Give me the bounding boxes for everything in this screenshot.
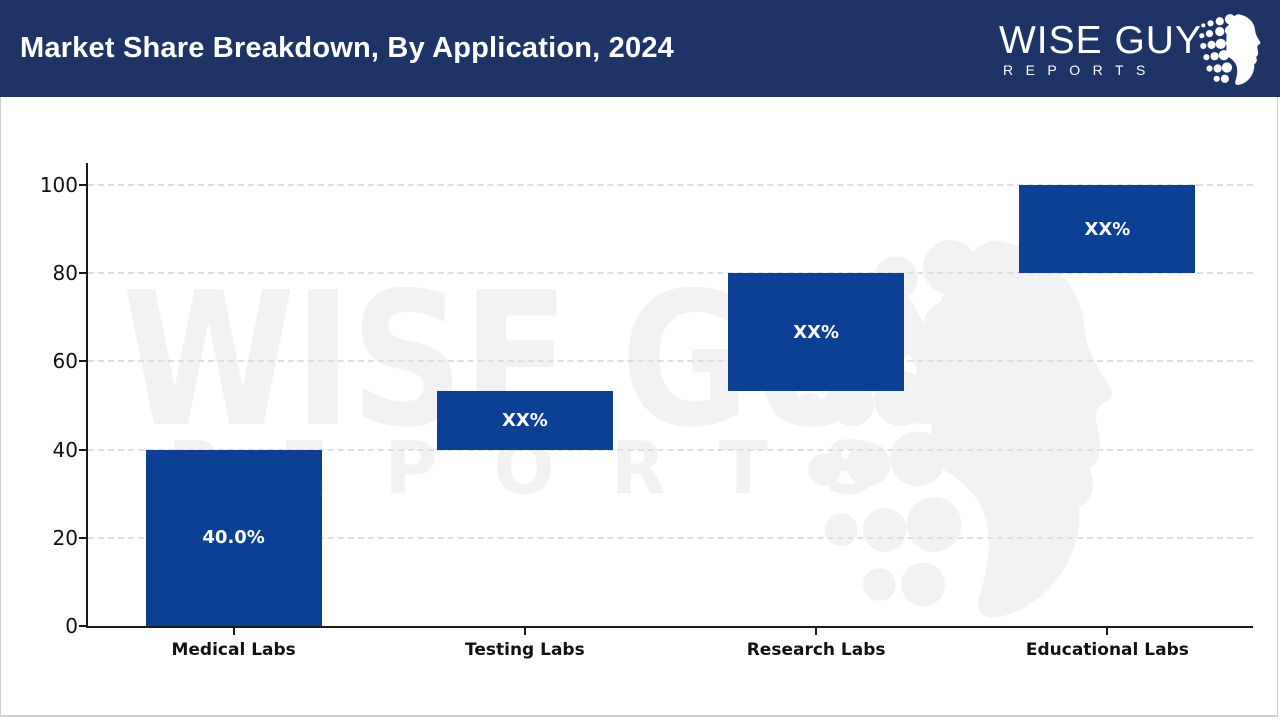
logo-subtext: REPORTS <box>1002 61 1158 78</box>
logo-wordmark: WISE GUY <box>998 18 1202 62</box>
y-axis-tick-mark <box>79 184 87 186</box>
y-axis-tick-label: 60 <box>52 349 78 374</box>
bar-testing-labs: XX% <box>436 390 613 450</box>
bar-value-label: XX% <box>1084 218 1131 240</box>
bar-educational-labs: XX% <box>1019 185 1196 274</box>
x-axis-category-label: Educational Labs <box>1025 640 1189 660</box>
y-axis-tick-label: 0 <box>65 614 78 638</box>
x-axis-tick-mark <box>1106 628 1109 635</box>
bar-value-label: XX% <box>793 321 840 343</box>
brand-logo-text: WISE GUY REPORTS <box>999 21 1202 77</box>
bar-medical-labs: 40.0% <box>145 449 322 626</box>
y-axis-tick-mark <box>79 448 87 451</box>
header-bar: Market Share Breakdown, By Application, … <box>0 0 1280 97</box>
x-axis-category-label: Testing Labs <box>465 640 585 660</box>
x-axis-category-label: Research Labs <box>746 640 886 660</box>
y-axis-tick-mark <box>79 272 87 275</box>
gridline-20 <box>88 536 1253 539</box>
y-axis-tick-mark <box>79 625 87 627</box>
gridline-100 <box>88 184 1253 186</box>
chart-title: Market Share Breakdown, By Application, … <box>20 32 674 64</box>
y-axis-tick-mark <box>79 536 87 539</box>
x-axis-line <box>86 626 1253 628</box>
y-axis-tick-label: 80 <box>52 261 78 286</box>
bar-value-label: XX% <box>501 409 548 431</box>
y-axis-tick-label: 20 <box>52 525 78 550</box>
logo-head-icon <box>1199 13 1261 85</box>
gridline-40 <box>88 448 1253 451</box>
bar-value-label: 40.0% <box>202 527 265 549</box>
y-axis-tick-mark <box>79 360 87 363</box>
bar-research-labs: XX% <box>728 273 905 391</box>
x-axis-tick-mark <box>232 628 235 635</box>
y-axis-tick-label: 40 <box>52 437 78 462</box>
x-axis-tick-mark <box>815 628 818 635</box>
gridline-60 <box>88 360 1253 363</box>
y-axis-line <box>86 163 88 628</box>
x-axis-tick-mark <box>523 628 526 635</box>
gridline-80 <box>88 272 1253 275</box>
y-axis-tick-label: 100 <box>39 173 78 197</box>
brand-logo: WISE GUY REPORTS <box>999 11 1262 87</box>
x-axis-category-label: Medical Labs <box>171 640 296 660</box>
